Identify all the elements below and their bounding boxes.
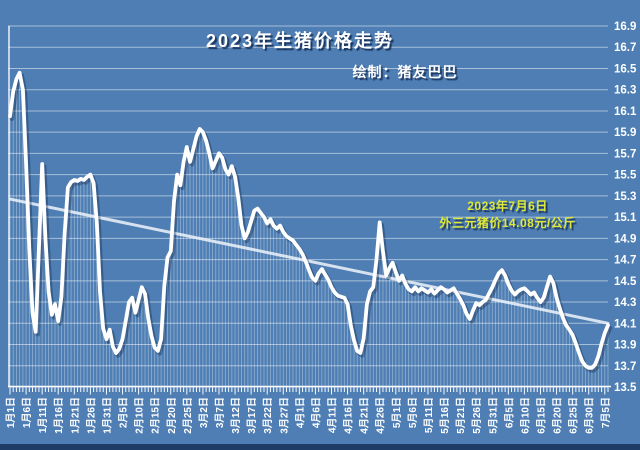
y-axis-label: 14.1 [614,318,637,330]
y-axis-label: 14.9 [614,233,636,245]
x-axis-label: 1月6日 [21,397,33,428]
chart-title: 2023年生猪价格走势 [205,31,395,51]
x-axis-label: 3月27日 [278,397,290,434]
y-axis-label: 13.5 [614,382,637,394]
x-axis-label: 1月1日 [5,397,17,428]
x-axis-label: 6月25日 [568,397,580,434]
price-annotation-value: 外三元猪价14.08元/公斤 [439,216,576,230]
x-axis-label: 6月5日 [503,397,515,428]
x-axis-label: 6月20日 [552,397,564,434]
x-axis-label: 3月7日 [214,397,226,428]
x-axis-label: 6月10日 [519,397,531,434]
x-axis-label: 4月16日 [343,397,355,434]
y-axis-label: 14.3 [614,297,636,309]
y-axis-label: 14.5 [614,276,637,288]
y-axis-label: 16.9 [614,21,636,33]
price-annotation-date: 2023年7月6日 [467,199,548,213]
y-axis-label: 15.7 [614,148,636,160]
x-axis-label: 7月5日 [600,397,612,428]
x-axis-label: 5月31日 [487,397,499,434]
x-axis-label: 2月25日 [182,397,194,434]
x-axis-label: 1月11日 [37,397,49,433]
x-axis-label: 5月1日 [391,397,403,428]
y-axis-label: 16.7 [614,42,636,54]
x-axis-label: 4月11日 [327,397,339,433]
x-axis-label: 2月5日 [118,397,130,428]
x-axis-label: 4月1日 [294,397,306,428]
y-axis-label: 13.9 [614,340,636,352]
x-axis-label: 1月31日 [101,397,113,434]
y-axis-label: 16.1 [614,106,637,118]
y-axis-label: 15.3 [614,191,636,203]
x-axis-label: 2月10日 [134,397,146,434]
x-axis-label: 3月12日 [230,397,242,434]
y-axis-label: 16.5 [614,63,637,75]
y-axis-label: 13.7 [614,361,636,373]
x-axis-label: 2月15日 [150,397,162,434]
y-axis-label: 15.9 [614,127,636,139]
x-axis-label: 2月20日 [166,397,178,434]
y-axis-label: 15.5 [614,170,637,182]
x-axis-label: 5月11日 [423,397,435,433]
x-axis-label: 3月22日 [262,397,274,434]
y-axis-label: 16.3 [614,85,636,97]
x-axis-label: 5月6日 [407,397,419,428]
x-axis-label: 4月6日 [310,397,322,428]
trend-line [8,197,610,325]
price-line [8,70,610,370]
x-axis-label: 5月21日 [455,397,467,434]
x-axis-label: 5月26日 [471,397,483,434]
price-annotation: 2023年7月6日 外三元猪价14.08元/公斤 [420,198,595,232]
x-axis-label: 5月16日 [439,397,451,434]
chart-author: 绘制：猪友巴巴 [352,64,458,80]
x-axis-label: 1月21日 [69,397,81,434]
x-axis-label: 6月15日 [535,397,547,434]
bottom-strip [0,444,640,450]
x-axis-label: 1月26日 [85,397,97,434]
x-axis-label: 1月16日 [53,397,65,434]
y-axis-label: 14.7 [614,255,636,267]
x-axis-label: 4月21日 [359,397,371,434]
y-axis-label: 15.1 [614,212,637,224]
x-axis-label: 3月17日 [246,397,258,434]
x-axis-label: 4月26日 [375,397,387,434]
x-axis-label: 3月2日 [198,397,210,428]
x-axis-label: 6月30日 [584,397,596,434]
